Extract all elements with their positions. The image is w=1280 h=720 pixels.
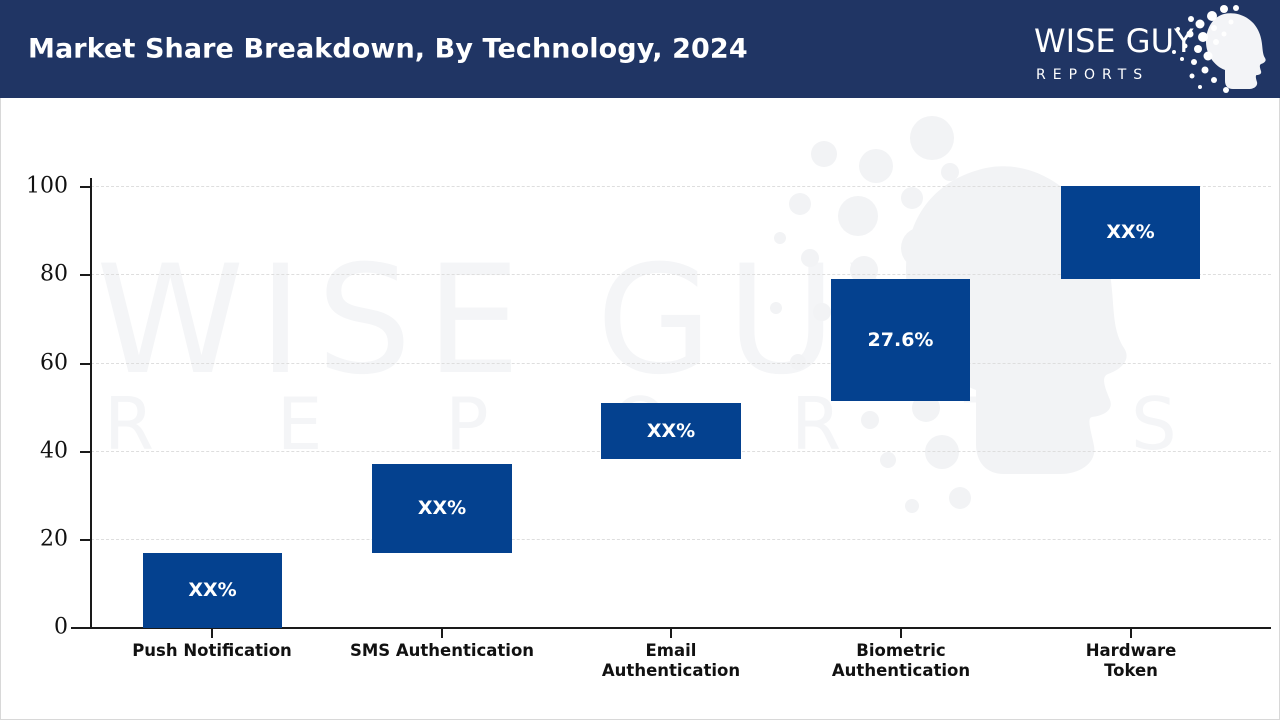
bar-label-email-authentication: XX%	[646, 419, 696, 442]
bar-biometric-authentication[interactable]: 27.6%	[831, 278, 970, 401]
x-tick-label-sms-authentication: SMS Authentication	[350, 641, 534, 661]
page-header: Market Share Breakdown, By Technology, 2…	[0, 0, 1280, 98]
x-tick-label-line: Biometric	[856, 641, 946, 660]
logo-text-line1: WISE GUY	[1034, 22, 1194, 60]
x-tick-label-line: Push Notification	[132, 641, 292, 660]
bar-label-sms-authentication: XX%	[417, 497, 467, 520]
gridline-80	[91, 274, 1271, 275]
y-axis	[90, 178, 92, 628]
y-tick-label-60: 60	[40, 350, 68, 376]
y-tick-mark-60	[80, 363, 91, 365]
bar-email-authentication[interactable]: XX%	[601, 402, 741, 459]
plot-area: 100 80 60 40 20 0 XX% XX% XX% 27.6%	[1, 98, 1279, 719]
y-tick-label-40: 40	[40, 438, 68, 464]
y-tick-label-0: 0	[54, 614, 68, 640]
y-tick-mark-20	[80, 539, 91, 541]
x-tick-label-line: Hardware Token	[1085, 641, 1177, 681]
x-tick-label-email-authentication: Email Authentication	[602, 641, 740, 681]
bar-label-biometric-authentication: 27.6%	[867, 328, 934, 351]
x-tick-label-line: Authentication	[831, 661, 971, 681]
wise-guy-reports-logo: WISE GUY REPORTS	[1028, 4, 1274, 96]
x-tick-label-line: Authentication	[601, 661, 741, 681]
x-tick-label-line: SMS Authentication	[349, 641, 535, 660]
x-tick-label-hardware-token: Hardware Token	[1056, 641, 1206, 681]
gridline-60	[91, 363, 1271, 364]
logo-text-line2: REPORTS	[1036, 67, 1149, 83]
y-tick-mark-80	[80, 274, 91, 276]
bar-label-push-notification: XX%	[188, 579, 237, 602]
y-tick-label-20: 20	[40, 526, 68, 552]
x-tick-label-push-notification: Push Notification	[132, 641, 292, 661]
x-tick-mark-4	[1130, 629, 1132, 638]
chart-container: WISE GUY R E P O R T S	[0, 98, 1280, 720]
bar-sms-authentication[interactable]: XX%	[372, 463, 512, 553]
x-tick-mark-3	[900, 629, 902, 638]
gridline-100	[91, 186, 1271, 187]
gridline-20	[91, 539, 1271, 540]
bar-label-hardware-token: XX%	[1106, 221, 1155, 244]
bar-push-notification[interactable]: XX%	[143, 552, 282, 628]
x-tick-mark-1	[441, 629, 443, 638]
bar-hardware-token[interactable]: XX%	[1061, 186, 1200, 279]
x-tick-label-biometric-authentication: Biometric Authentication	[832, 641, 970, 681]
y-tick-label-80: 80	[40, 261, 68, 287]
y-tick-label-100: 100	[26, 173, 68, 199]
logo-svg: WISE GUY REPORTS	[1034, 5, 1266, 93]
y-tick-mark-100	[80, 186, 91, 188]
x-tick-mark-0	[211, 629, 213, 638]
x-axis	[71, 627, 1271, 629]
y-tick-mark-0	[80, 627, 91, 629]
x-tick-label-line: Email	[645, 641, 697, 660]
page-title: Market Share Breakdown, By Technology, 2…	[28, 33, 748, 65]
x-tick-mark-2	[670, 629, 672, 638]
y-tick-mark-40	[80, 451, 91, 453]
